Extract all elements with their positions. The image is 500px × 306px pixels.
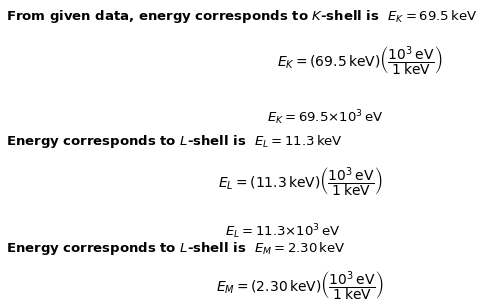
- Text: $E_M =(2.30\,\mathrm{keV})\left(\dfrac{10^3\,\mathrm{eV}}{1\,\mathrm{keV}}\right: $E_M =(2.30\,\mathrm{keV})\left(\dfrac{1…: [216, 269, 384, 303]
- Text: $E_K =(69.5\,\mathrm{keV})\left(\dfrac{10^3\,\mathrm{eV}}{1\,\mathrm{keV}}\right: $E_K =(69.5\,\mathrm{keV})\left(\dfrac{1…: [277, 44, 443, 78]
- Text: Energy corresponds to $L$-shell is  $E_L =11.3\,\mathrm{keV}$: Energy corresponds to $L$-shell is $E_L …: [6, 133, 344, 150]
- Text: Energy corresponds to $L$-shell is  $E_M =2.30\,\mathrm{keV}$: Energy corresponds to $L$-shell is $E_M …: [6, 240, 346, 257]
- Text: $E_K =69.5{\times}10^3\,\mathrm{eV}$: $E_K =69.5{\times}10^3\,\mathrm{eV}$: [267, 109, 383, 127]
- Text: $E_L =11.3{\times}10^3\,\mathrm{eV}$: $E_L =11.3{\times}10^3\,\mathrm{eV}$: [225, 222, 340, 241]
- Text: From given data, energy corresponds to $K$-shell is  $E_K =69.5\,\mathrm{keV}$: From given data, energy corresponds to $…: [6, 8, 478, 25]
- Text: $E_L =(11.3\,\mathrm{keV})\left(\dfrac{10^3\,\mathrm{eV}}{1\,\mathrm{keV}}\right: $E_L =(11.3\,\mathrm{keV})\left(\dfrac{1…: [218, 165, 382, 199]
